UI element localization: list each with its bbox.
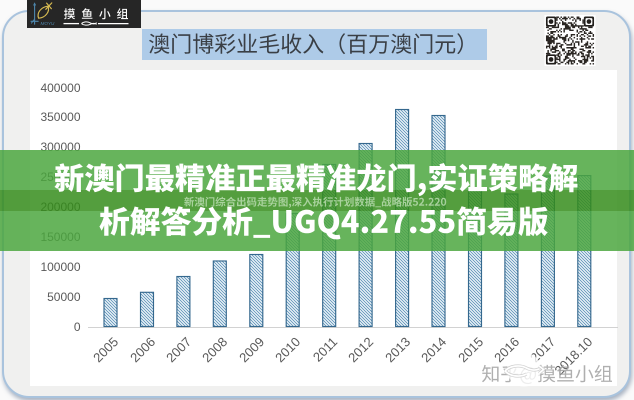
svg-text:MOYU: MOYU xyxy=(41,21,55,26)
